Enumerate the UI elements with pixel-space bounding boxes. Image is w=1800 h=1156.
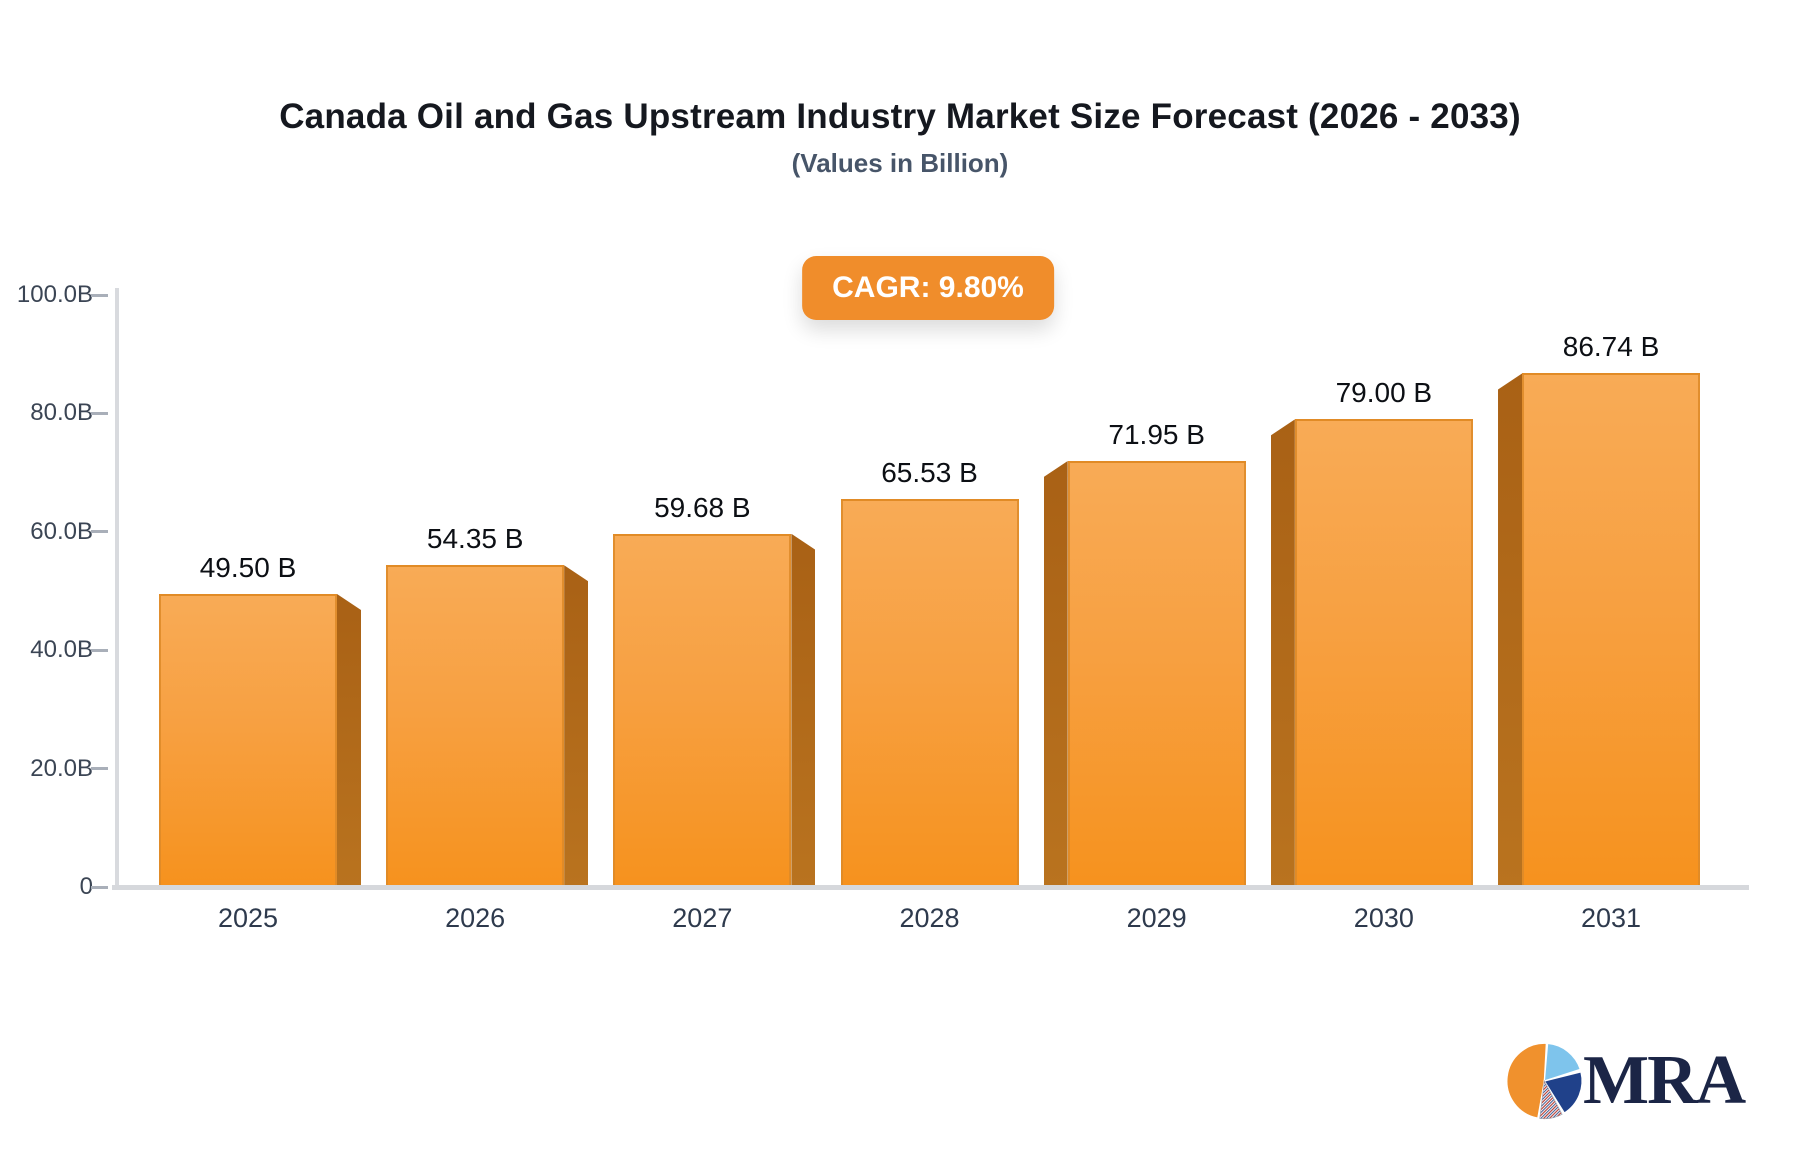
y-axis-tick-mark [91, 885, 108, 889]
bar-2026[interactable] [386, 565, 565, 887]
y-axis-tick-label: 0 [79, 873, 93, 900]
bar-value-label: 59.68 B [654, 491, 751, 523]
x-axis-category-label: 2027 [672, 903, 733, 933]
y-axis-tick-label: 20.0B [30, 754, 93, 782]
bar-3d-side [564, 565, 589, 887]
x-axis-line [112, 885, 1749, 890]
bar-3d-side [1270, 419, 1295, 887]
y-axis-tick-label: 60.0B [30, 517, 93, 545]
y-axis-tick-mark [91, 648, 108, 652]
bar-3d-side [337, 593, 361, 887]
bar-2028[interactable] [840, 499, 1019, 887]
y-axis-tick-mark [91, 767, 108, 771]
chart-title: Canada Oil and Gas Upstream Industry Mar… [279, 97, 1521, 136]
bar-3d-side [1043, 461, 1068, 887]
x-axis-category-label: 2030 [1353, 903, 1414, 933]
x-axis-category-label: 2026 [445, 903, 506, 933]
plot-area: 100.0B 80.0B 60.0B 40.0B 20.0B 0 49.50 B 2025 54… [17, 281, 1749, 933]
bar-2025[interactable] [159, 593, 337, 887]
bar-value-label: 86.74 B [1562, 331, 1660, 363]
y-axis-tick-label: 80.0B [30, 399, 93, 427]
y-axis-tick-mark [91, 293, 108, 297]
bar-3d-side [791, 533, 816, 887]
y-axis-line [115, 288, 119, 889]
x-axis-category-label: 2029 [1126, 903, 1187, 933]
x-axis-category-label: 2028 [899, 903, 960, 933]
bar-2027[interactable] [613, 533, 792, 887]
bar-value-label: 49.50 B [199, 551, 297, 583]
y-axis-tick-mark [91, 411, 108, 415]
y-axis-tick-label: 40.0B [30, 636, 93, 664]
mra-logo: MRA [1505, 1040, 1746, 1122]
y-axis-tick-mark [91, 530, 108, 534]
bar-value-label: 71.95 B [1108, 419, 1205, 451]
chart-subtitle: (Values in Billion) [791, 148, 1009, 178]
cagr-badge: CAGR: 9.80% [802, 256, 1054, 320]
bar-3d-side [1498, 373, 1523, 887]
logo-text: MRA [1583, 1042, 1746, 1119]
bar-value-label: 65.53 B [881, 457, 978, 489]
x-axis-category-label: 2025 [217, 903, 279, 933]
bar-2029[interactable] [1067, 461, 1246, 887]
bar-2030[interactable] [1294, 419, 1473, 887]
bar-value-label: 79.00 B [1335, 377, 1433, 409]
pie-chart-logo-icon [1506, 1042, 1583, 1120]
bar-value-label: 54.35 B [426, 523, 524, 555]
bar-2031[interactable] [1522, 373, 1701, 887]
x-axis-category-label: 2031 [1580, 903, 1642, 933]
y-axis-tick-label: 100.0B [16, 281, 93, 308]
